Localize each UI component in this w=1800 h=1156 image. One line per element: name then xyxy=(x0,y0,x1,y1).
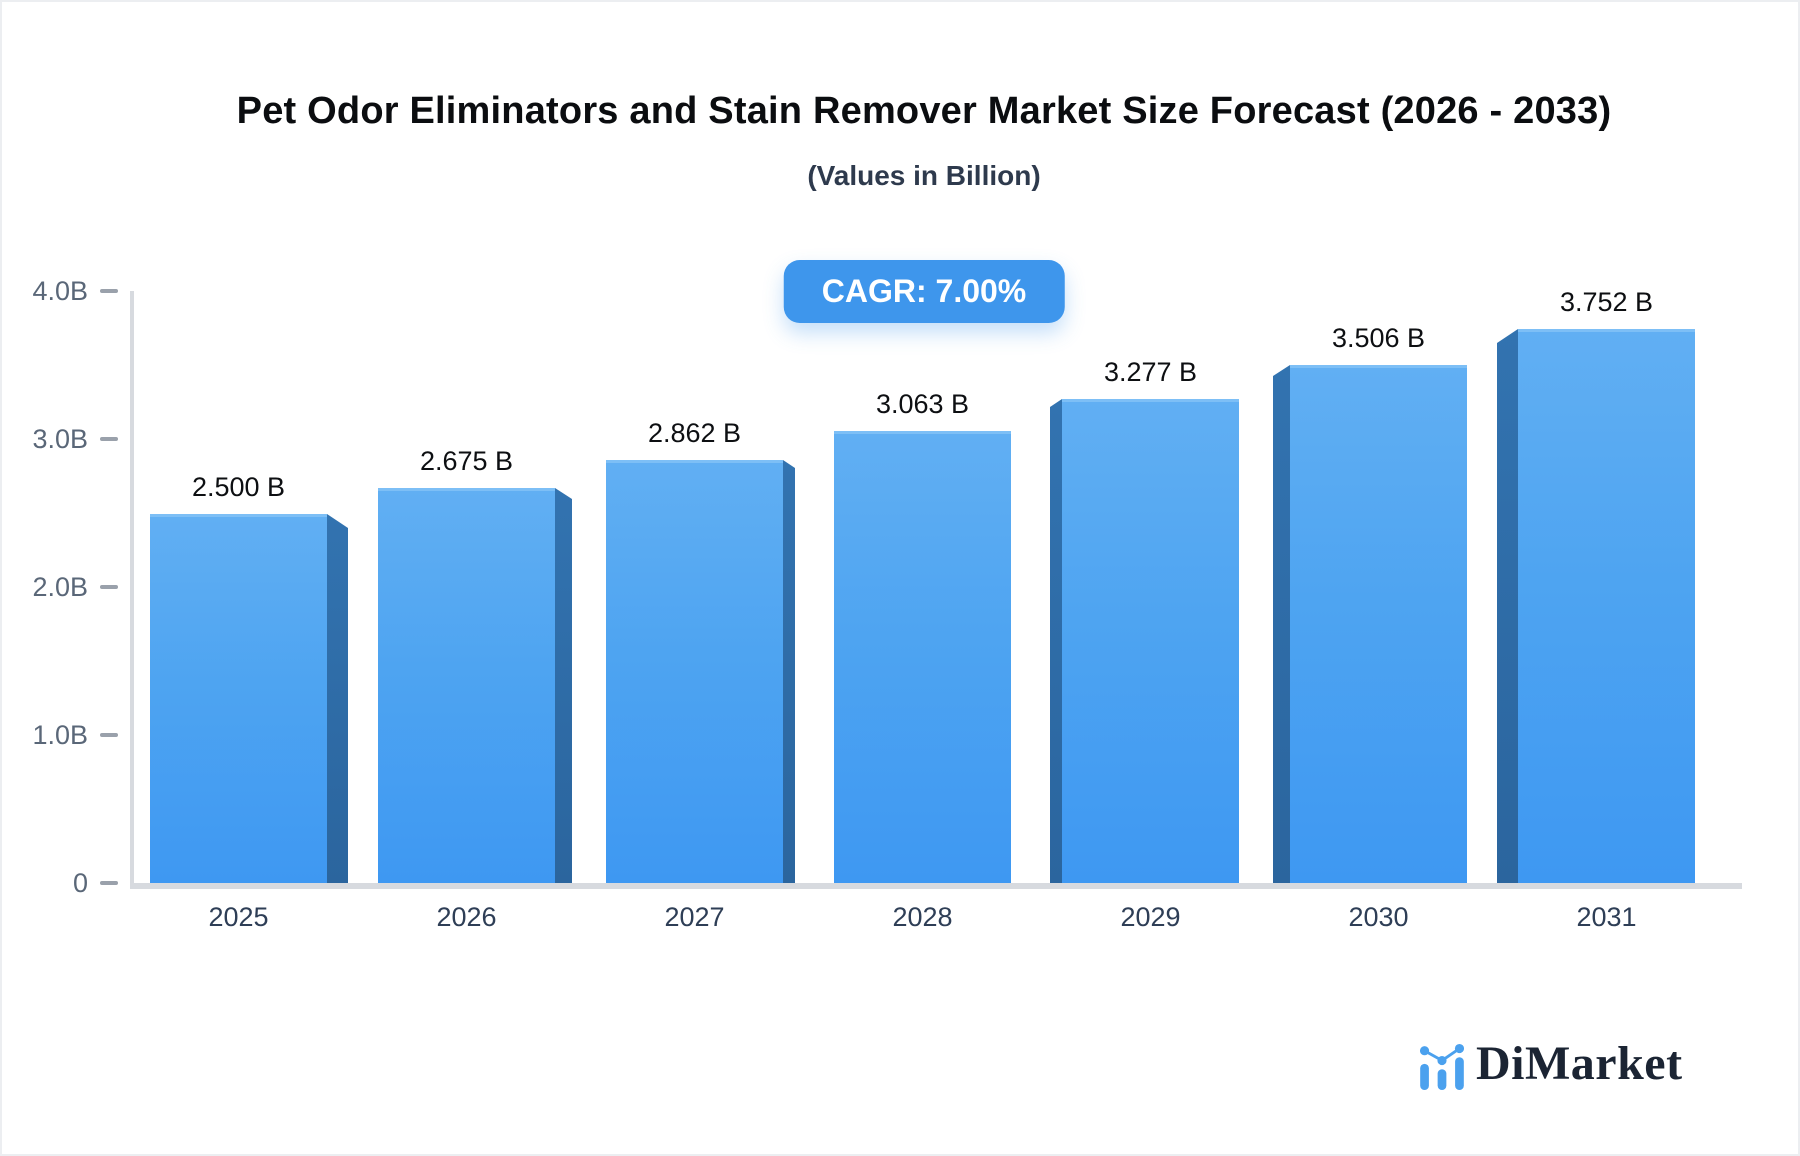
bar-side-face xyxy=(1050,399,1062,884)
bar-value-label: 3.277 B xyxy=(1103,357,1198,387)
bar-side-face xyxy=(1273,365,1290,884)
bar-value-label: 2.862 B xyxy=(647,418,742,448)
brand-name: DiMarket xyxy=(1476,1037,1683,1090)
bar xyxy=(378,488,555,884)
x-tick-label: 2029 xyxy=(1120,902,1181,932)
bar-value-label: 2.500 B xyxy=(191,472,286,502)
y-tick-label: 4.0B xyxy=(32,276,88,306)
bar-side-face xyxy=(1497,329,1518,884)
bar-side-face xyxy=(327,514,348,884)
x-tick-label: 2025 xyxy=(208,902,269,932)
bar-line-chart-logo-icon xyxy=(1420,1043,1464,1090)
bar xyxy=(1062,399,1239,884)
y-axis-line xyxy=(130,291,134,888)
y-tick-mark xyxy=(100,289,118,293)
y-tick-label: 0 xyxy=(72,868,88,898)
bar xyxy=(1290,365,1467,884)
x-axis-baseline xyxy=(130,883,1742,889)
y-tick-mark xyxy=(100,733,118,737)
bar-value-label: 2.675 B xyxy=(419,446,514,476)
bar xyxy=(834,431,1011,884)
y-tick-mark xyxy=(100,437,118,441)
bar-side-face xyxy=(783,460,795,884)
chart-subtitle: (Values in Billion) xyxy=(807,160,1041,191)
y-tick-label: 3.0B xyxy=(32,424,88,454)
cagr-badge: CAGR: 7.00% xyxy=(783,260,1065,323)
bar-value-label: 3.063 B xyxy=(875,389,970,419)
y-tick-mark xyxy=(100,585,118,589)
bar-value-label: 3.752 B xyxy=(1559,287,1654,317)
x-tick-label: 2028 xyxy=(892,902,953,932)
x-tick-label: 2031 xyxy=(1576,902,1637,932)
chart-title: Pet Odor Eliminators and Stain Remover M… xyxy=(236,90,1612,132)
y-tick-mark xyxy=(100,881,118,885)
bar xyxy=(150,514,327,884)
bar xyxy=(1518,329,1695,884)
bar-side-face xyxy=(555,488,572,884)
x-tick-label: 2026 xyxy=(436,902,497,932)
x-tick-label: 2027 xyxy=(664,902,725,932)
x-tick-label: 2030 xyxy=(1348,902,1409,932)
bar xyxy=(606,460,783,884)
y-tick-label: 2.0B xyxy=(32,572,88,602)
y-tick-label: 1.0B xyxy=(32,720,88,750)
bar-value-label: 3.506 B xyxy=(1331,323,1426,353)
brand-logo: DiMarket xyxy=(1420,1038,1683,1090)
